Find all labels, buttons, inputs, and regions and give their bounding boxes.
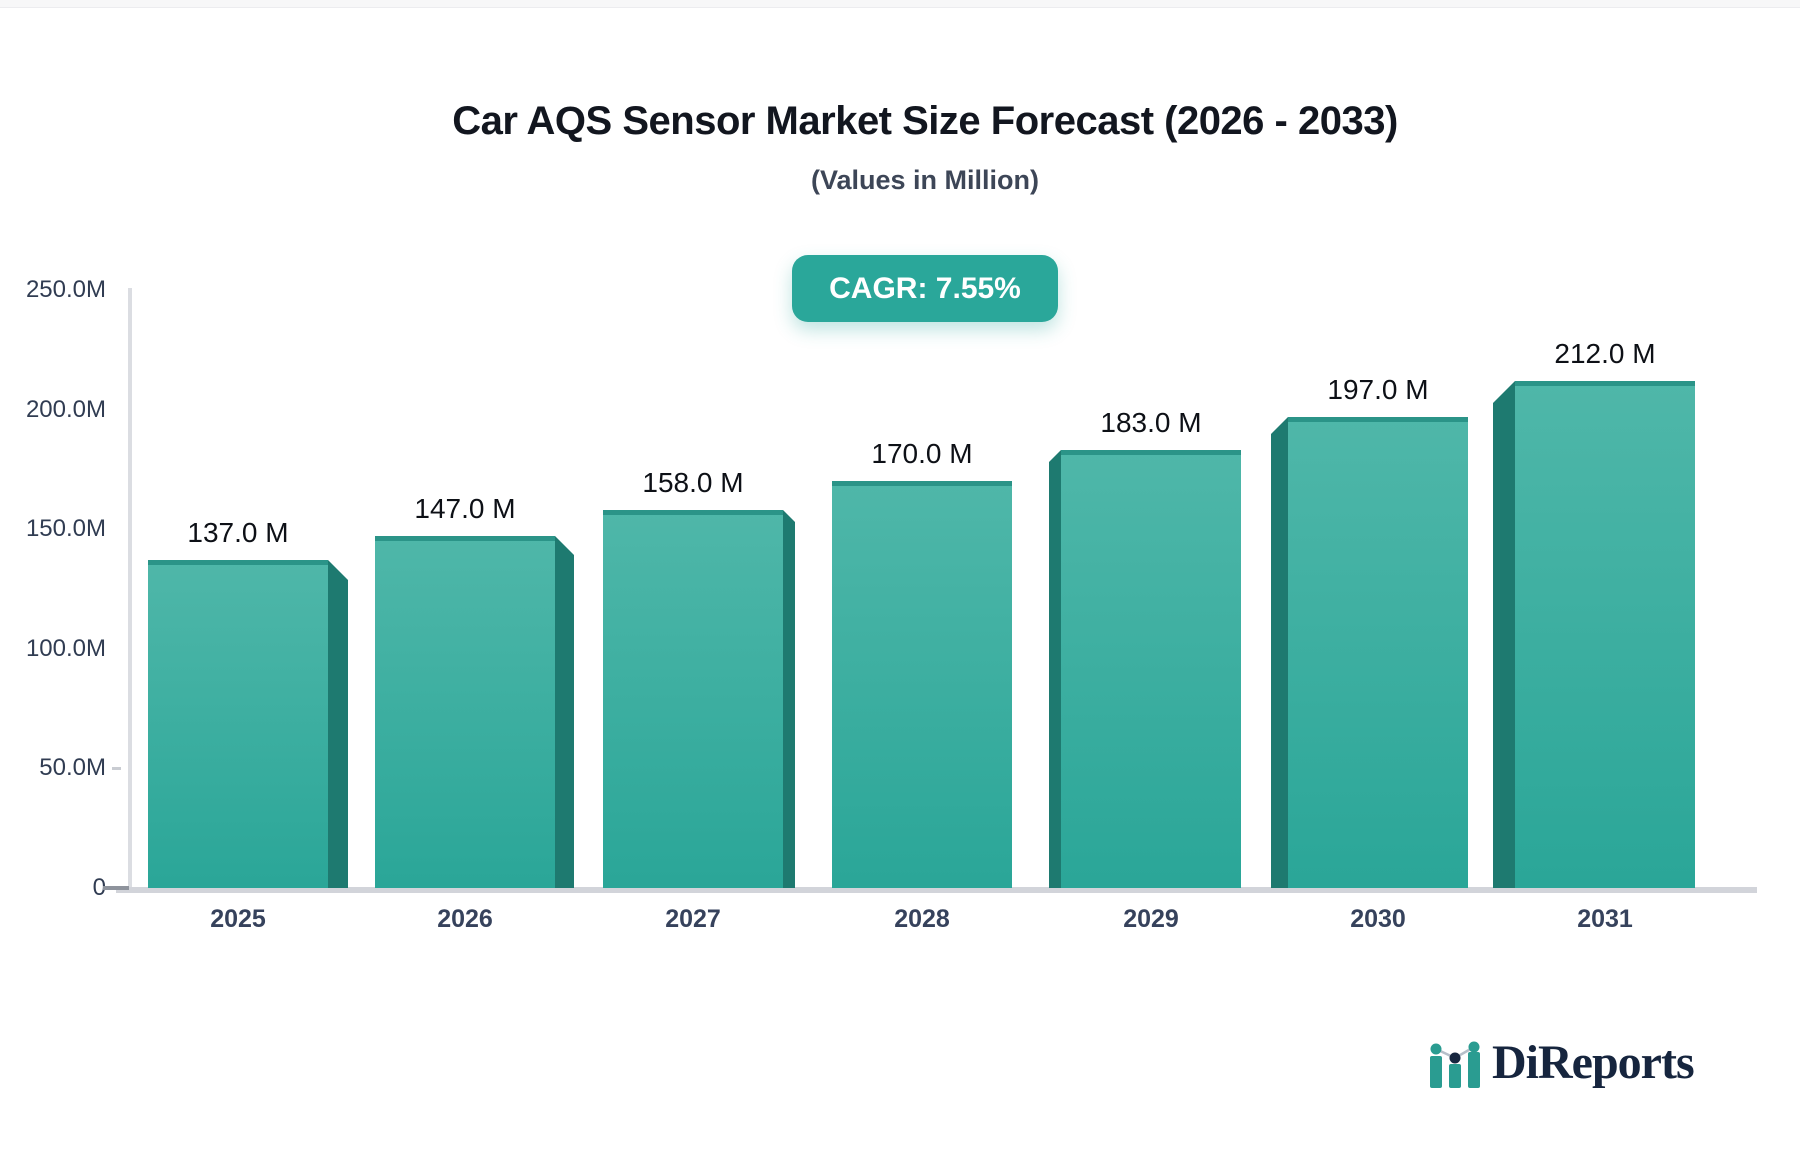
chart-title: Car AQS Sensor Market Size Forecast (202… <box>452 99 1398 143</box>
bar-top-edge <box>1515 381 1695 386</box>
bar-3d-side <box>1049 450 1061 888</box>
bar-2028 <box>832 481 1012 888</box>
y-axis-label: 150.0M <box>25 515 106 543</box>
mini-bar-chart-icon <box>1430 1041 1480 1088</box>
bar-top-edge <box>148 560 328 565</box>
bar-top-edge <box>1288 417 1468 422</box>
cagr-badge-label: CAGR: 7.55% <box>829 271 1021 305</box>
y-axis-label: 200.0M <box>25 395 106 423</box>
cagr-badge: CAGR: 7.55% <box>792 255 1058 322</box>
x-axis-label: 2026 <box>437 905 493 933</box>
direports-logo-text: DiReports <box>1492 1036 1695 1089</box>
bar-top-edge <box>375 536 555 541</box>
bar-2029 <box>1061 450 1241 888</box>
bar-value-label: 137.0 M <box>187 517 289 548</box>
bar-top-edge <box>832 481 1012 486</box>
bar-3d-side <box>328 560 348 888</box>
y-axis-label: 250.0M <box>25 276 106 303</box>
y-axis-label: 100.0M <box>25 634 106 662</box>
y-axis-tick <box>103 886 129 890</box>
bar-2031 <box>1515 381 1695 888</box>
x-axis-label: 2030 <box>1350 905 1406 933</box>
y-axis-label: 0 <box>92 874 106 901</box>
x-axis-label: 2028 <box>894 905 950 933</box>
bar-value-label: 147.0 M <box>414 493 516 524</box>
x-axis-label: 2031 <box>1577 905 1633 933</box>
bar-2027 <box>603 510 783 888</box>
card-top-edge <box>0 0 1800 8</box>
y-axis-label: 50.0M <box>39 754 106 782</box>
bar-2026 <box>375 536 555 888</box>
bar-3d-side <box>1493 381 1515 888</box>
x-axis-label: 2029 <box>1123 905 1179 933</box>
bar-3d-side <box>555 536 574 888</box>
bar-value-label: 170.0 M <box>871 438 973 469</box>
bar-value-label: 212.0 M <box>1554 338 1656 369</box>
bar-2030 <box>1288 417 1468 888</box>
bar-2025 <box>148 560 328 888</box>
bar-top-edge <box>603 510 783 515</box>
y-axis-tick <box>112 767 121 770</box>
x-axis-baseline <box>116 887 1757 893</box>
chart-subtitle: (Values in Million) <box>810 165 1040 195</box>
bar-3d-side <box>783 510 795 888</box>
bar-top-edge <box>1061 450 1241 455</box>
bar-value-label: 158.0 M <box>642 467 744 498</box>
y-axis-line <box>128 288 132 891</box>
direports-logo: DiReports <box>1430 1036 1695 1089</box>
bar-value-label: 183.0 M <box>1100 407 1202 438</box>
bar-value-label: 197.0 M <box>1327 374 1429 405</box>
bar-3d-side <box>1271 417 1288 888</box>
x-axis-label: 2025 <box>210 905 266 933</box>
x-axis-label: 2027 <box>665 905 721 933</box>
